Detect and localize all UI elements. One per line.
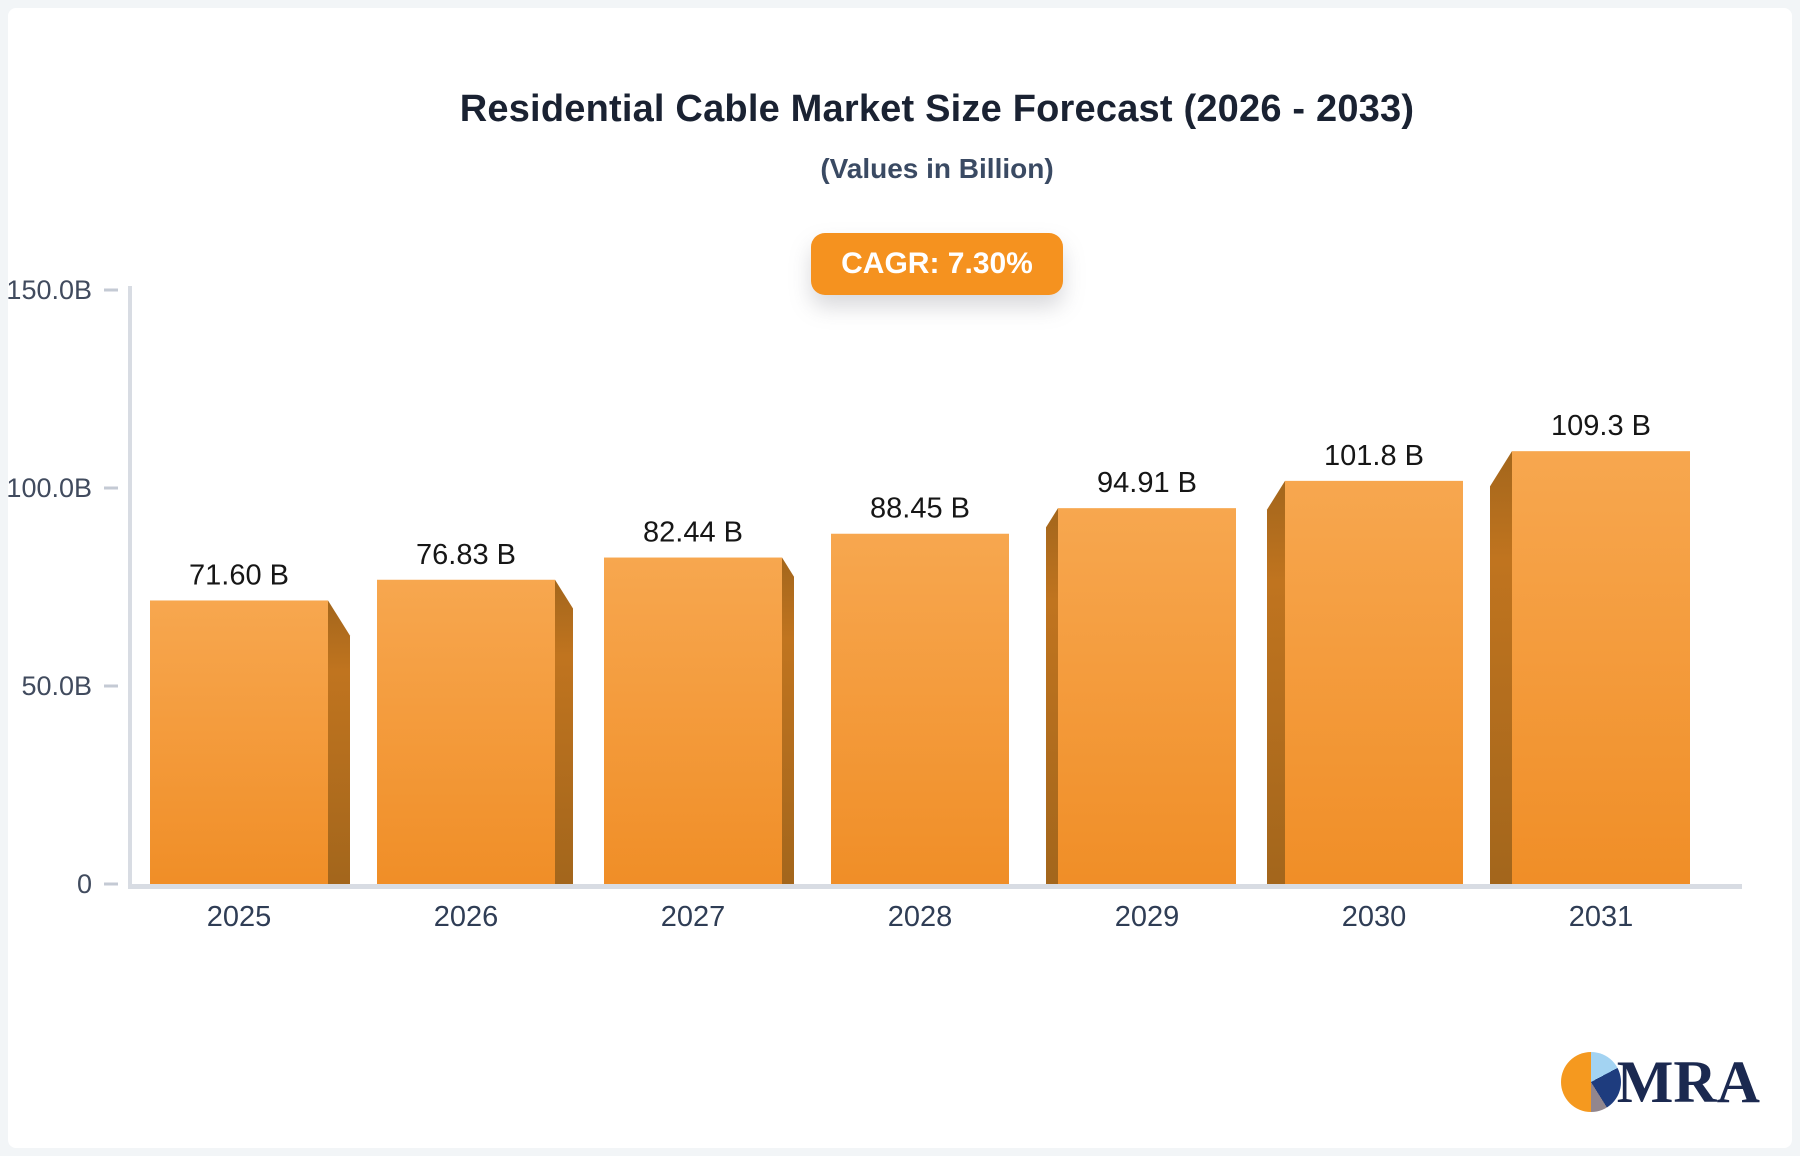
y-tick-label: 100.0B — [6, 473, 92, 503]
y-tick-label: 50.0B — [21, 671, 92, 701]
bar-2028[interactable] — [831, 533, 1009, 884]
bar-value-label: 71.60 B — [189, 559, 289, 591]
y-tick-dash — [104, 882, 118, 886]
bar-side-2026 — [555, 579, 573, 884]
bar-value-label: 101.8 B — [1324, 440, 1424, 472]
bar-2029[interactable] — [1058, 508, 1236, 884]
x-tick-label: 2031 — [1569, 901, 1634, 933]
bar-value-label: 88.45 B — [870, 493, 970, 525]
y-axis-line — [128, 286, 132, 888]
x-tick-label: 2030 — [1342, 901, 1407, 933]
bar-side-2030 — [1267, 480, 1285, 884]
bar-value-label: 76.83 B — [416, 539, 516, 571]
bar-value-label: 94.91 B — [1097, 467, 1197, 499]
x-tick-label: 2028 — [888, 901, 953, 933]
bar-2026[interactable] — [377, 579, 555, 884]
bar-side-2029 — [1046, 508, 1058, 884]
chart-header: Residential Cable Market Size Forecast (… — [130, 0, 1744, 295]
y-tick-label: 150.0B — [6, 275, 92, 305]
x-tick-label: 2025 — [207, 901, 272, 933]
logo-text: MRA — [1616, 1049, 1760, 1115]
chart-subtitle: (Values in Billion) — [820, 153, 1054, 184]
x-tick-label: 2027 — [661, 901, 726, 933]
x-tick-label: 2029 — [1115, 901, 1180, 933]
bar-side-2031 — [1490, 451, 1512, 884]
bar-side-2027 — [782, 557, 794, 884]
bar-2025[interactable] — [150, 600, 328, 884]
mra-logo: MRA — [1560, 1049, 1760, 1115]
bar-side-2025 — [328, 600, 350, 884]
bar-2030[interactable] — [1285, 480, 1463, 884]
y-tick-dash — [104, 486, 118, 490]
cagr-badge: CAGR: 7.30% — [811, 233, 1063, 295]
chart-title: Residential Cable Market Size Forecast (… — [459, 88, 1415, 130]
bar-value-label: 82.44 B — [643, 517, 743, 549]
y-tick-dash — [104, 288, 118, 292]
y-tick-label: 0 — [77, 869, 92, 899]
y-tick-dash — [104, 684, 118, 688]
x-axis-line — [128, 884, 1742, 889]
bar-2027[interactable] — [604, 557, 782, 884]
pie-chart-icon — [1560, 1052, 1621, 1112]
x-tick-label: 2026 — [434, 901, 499, 933]
bar-2031[interactable] — [1512, 451, 1690, 884]
bar-value-label: 109.3 B — [1551, 410, 1651, 442]
